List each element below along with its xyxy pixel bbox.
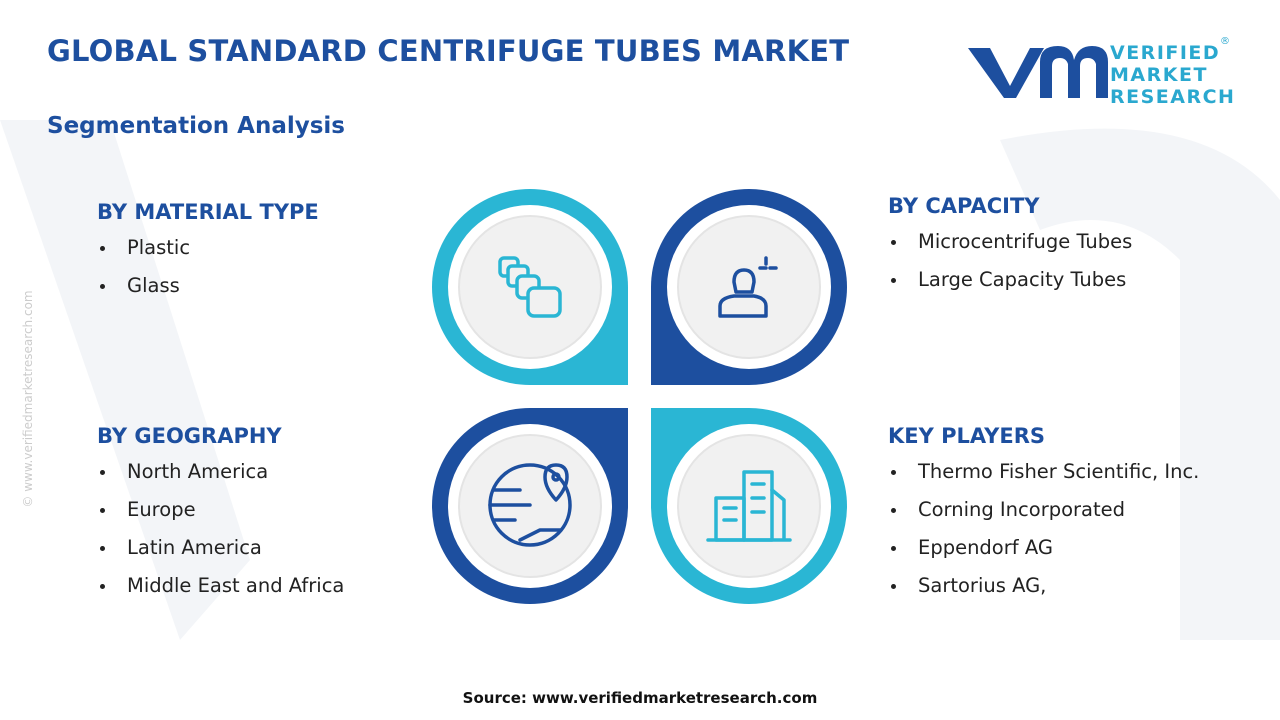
- logo-line: VERIFIED: [1110, 42, 1221, 64]
- segment-item: North America: [99, 460, 344, 498]
- segment-list: North America Europe Latin America Middle E…: [97, 460, 344, 612]
- segment: BY MATERIAL TYPE Plastic Glass: [97, 200, 319, 312]
- segment-title: BY CAPACITY: [888, 194, 1040, 218]
- segment-item: Thermo Fisher Scientific, Inc.: [890, 460, 1199, 498]
- segment-item: Plastic: [100, 236, 319, 274]
- logo-mark: [968, 46, 1108, 98]
- segment-list: Thermo Fisher Scientific, Inc. Corning In…: [888, 460, 1199, 612]
- segment: BY CAPACITY Microcentrifuge Tubes Large Ca…: [888, 194, 1132, 306]
- segment-item: Microcentrifuge Tubes: [890, 230, 1132, 268]
- segment-list: Microcentrifuge Tubes Large Capacity Tube…: [888, 230, 1132, 306]
- logo-line: RESEARCH: [1110, 86, 1236, 108]
- segment-item: Eppendorf AG: [890, 536, 1199, 574]
- segment-item: Glass: [100, 274, 319, 312]
- segment: BY GEOGRAPHY North America Europe Latin Ame…: [97, 424, 344, 612]
- subtitle: Segmentation Analysis: [47, 113, 345, 139]
- segment-item: Sartorius AG,: [890, 574, 1199, 612]
- source: Source: www.verifiedmarketresearch.com: [462, 689, 818, 707]
- segment-title: KEY PLAYERS: [888, 424, 1045, 448]
- petal-inner: [677, 215, 821, 359]
- petal-inner: [677, 434, 821, 578]
- logo-text: VERIFIED MARKET RESEARCH: [1110, 42, 1235, 108]
- watermark-text: © www.verifiedmarketresearch.com: [21, 290, 35, 508]
- segment-item: Large Capacity Tubes: [890, 268, 1132, 306]
- globe-icon: [488, 463, 572, 547]
- segment-list: Plastic Glass: [97, 236, 319, 312]
- watermark-mark: [0, 120, 1280, 641]
- segment-title: BY GEOGRAPHY: [97, 424, 282, 448]
- buildings-icon: [706, 470, 792, 542]
- segment-item: Middle East and Africa: [99, 574, 344, 612]
- title: GLOBAL STANDARD CENTRIFUGE TUBES MARKET: [47, 34, 850, 68]
- segment-title: BY MATERIAL TYPE: [97, 200, 319, 224]
- segment-item: Latin America: [99, 536, 344, 574]
- segment-item: Europe: [99, 498, 344, 536]
- segment-item: Corning Incorporated: [890, 498, 1199, 536]
- logo-line: MARKET: [1110, 64, 1208, 86]
- person-icon: [718, 256, 778, 318]
- tubes-icon: [498, 256, 562, 318]
- segment: KEY PLAYERS Thermo Fisher Scientific, Inc…: [888, 424, 1199, 612]
- logo-registered: ®: [1220, 36, 1230, 47]
